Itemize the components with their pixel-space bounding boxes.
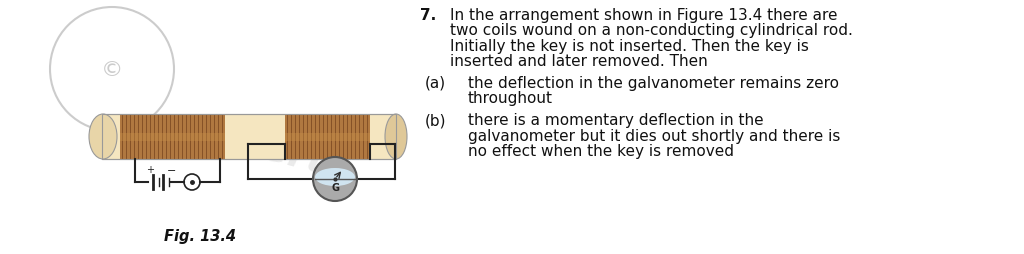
Text: 7.: 7. bbox=[420, 8, 436, 23]
Text: no effect when the key is removed: no effect when the key is removed bbox=[468, 144, 734, 158]
Text: (a): (a) bbox=[425, 76, 446, 91]
Bar bbox=[102, 115, 396, 159]
Bar bbox=[285, 115, 370, 159]
Ellipse shape bbox=[385, 115, 407, 159]
Ellipse shape bbox=[89, 115, 117, 159]
Ellipse shape bbox=[315, 168, 355, 186]
Text: Fig. 13.4: Fig. 13.4 bbox=[164, 229, 236, 244]
Text: throughout: throughout bbox=[468, 91, 553, 106]
Text: ncert: ncert bbox=[210, 116, 331, 182]
Text: the deflection in the galvanometer remains zero: the deflection in the galvanometer remai… bbox=[468, 76, 839, 91]
Text: there is a momentary deflection in the: there is a momentary deflection in the bbox=[468, 113, 764, 128]
Bar bbox=[120, 133, 225, 141]
Bar bbox=[102, 115, 396, 159]
Text: Initially the key is not inserted. Then the key is: Initially the key is not inserted. Then … bbox=[450, 39, 809, 54]
Text: G: G bbox=[331, 182, 339, 192]
Text: galvanometer but it dies out shortly and there is: galvanometer but it dies out shortly and… bbox=[468, 128, 841, 143]
Text: In the arrangement shown in Figure 13.4 there are: In the arrangement shown in Figure 13.4 … bbox=[450, 8, 838, 23]
Bar bbox=[285, 133, 370, 141]
Text: −: − bbox=[167, 165, 177, 175]
Text: (b): (b) bbox=[425, 113, 446, 128]
Bar bbox=[120, 115, 225, 159]
Circle shape bbox=[313, 157, 357, 201]
Text: +: + bbox=[146, 164, 154, 174]
Text: ©: © bbox=[100, 60, 123, 80]
Text: inserted and later removed. Then: inserted and later removed. Then bbox=[450, 54, 708, 69]
Text: two coils wound on a non-conducting cylindrical rod.: two coils wound on a non-conducting cyli… bbox=[450, 23, 853, 38]
